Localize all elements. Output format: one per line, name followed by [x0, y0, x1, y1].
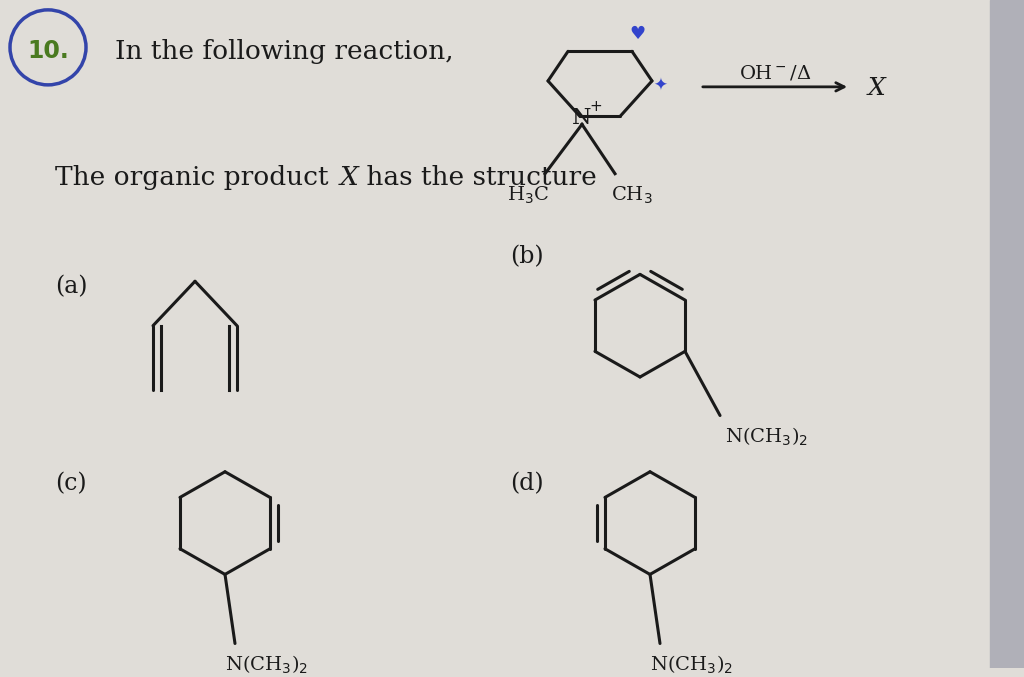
Text: (c): (c)	[55, 472, 87, 495]
Text: N(CH$_3$)$_2$: N(CH$_3$)$_2$	[650, 654, 733, 676]
Text: In the following reaction,: In the following reaction,	[115, 39, 454, 64]
Text: N(CH$_3$)$_2$: N(CH$_3$)$_2$	[225, 654, 308, 676]
Bar	[990, 0, 1024, 668]
Text: (b): (b)	[510, 245, 544, 268]
Text: CH$_3$: CH$_3$	[611, 185, 653, 206]
Text: has the structure: has the structure	[358, 165, 597, 190]
Text: (d): (d)	[510, 472, 544, 495]
Text: OH$^-$/Δ: OH$^-$/Δ	[739, 64, 811, 83]
Text: The organic product: The organic product	[55, 165, 337, 190]
Text: ✦: ✦	[653, 77, 667, 95]
Text: ♥: ♥	[629, 24, 645, 43]
Text: N(CH$_3$)$_2$: N(CH$_3$)$_2$	[725, 426, 808, 448]
Text: H$_3$C: H$_3$C	[507, 185, 549, 206]
Text: X: X	[868, 77, 886, 100]
Text: (a): (a)	[55, 275, 87, 298]
Text: N: N	[572, 108, 592, 129]
Text: +: +	[590, 99, 602, 114]
Text: X: X	[340, 165, 358, 190]
Text: 10.: 10.	[27, 39, 69, 64]
